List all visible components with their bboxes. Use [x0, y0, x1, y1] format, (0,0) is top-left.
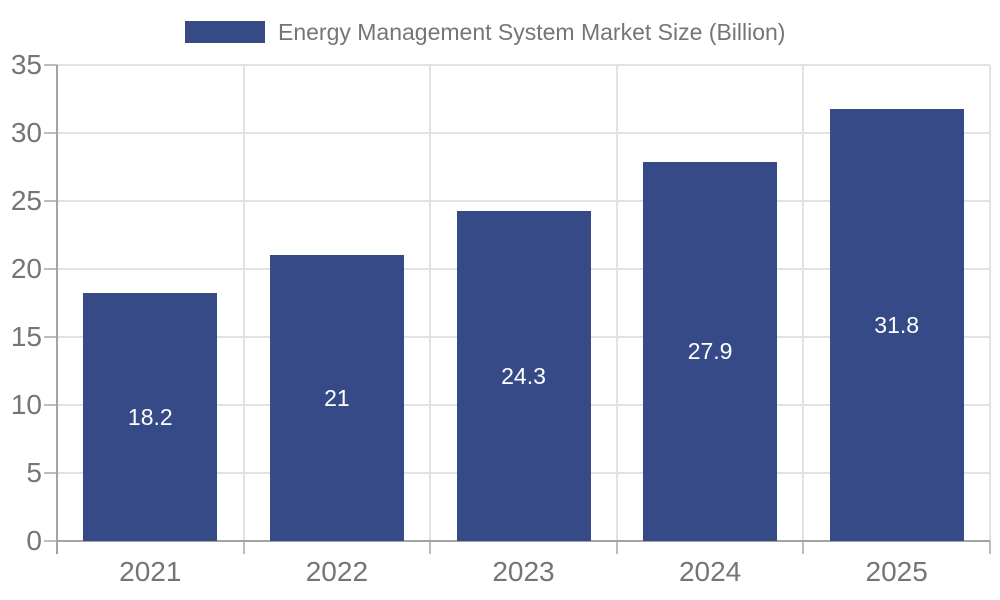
y-axis-tick: [44, 268, 57, 270]
gridline-vertical: [989, 65, 991, 541]
y-axis-tick-label: 20: [10, 253, 42, 284]
bar-value-label: 18.2: [127, 404, 173, 431]
bar-value-label: 31.8: [874, 311, 920, 338]
y-axis-tick: [44, 132, 57, 134]
y-axis-tick-label: 25: [10, 185, 42, 216]
y-axis-tick-label: 0: [26, 525, 42, 556]
y-axis-tick: [44, 540, 57, 542]
gridline-horizontal: [57, 132, 990, 134]
bar-value-label: 24.3: [501, 362, 546, 389]
y-axis-tick-label: 5: [26, 457, 42, 488]
y-axis-tick: [44, 64, 57, 66]
x-axis-category-label: 2022: [305, 556, 369, 587]
legend-label: Energy Management System Market Size (Bi…: [278, 19, 786, 45]
x-axis-category-label: 2021: [119, 556, 182, 587]
x-axis-line: [57, 540, 990, 542]
bar-value-label: 27.9: [687, 338, 733, 365]
x-axis-tick: [242, 541, 245, 554]
y-axis-tick: [44, 336, 57, 338]
x-axis-tick: [802, 541, 805, 554]
gridline-vertical: [802, 65, 805, 541]
gridline-horizontal: [57, 200, 990, 202]
y-axis-line: [56, 65, 58, 554]
bar[interactable]: 18.2: [83, 293, 218, 541]
x-axis-tick: [429, 541, 432, 554]
gridline-vertical: [242, 65, 245, 541]
x-axis-category-label: 2024: [678, 556, 742, 587]
bar-value-label: 21: [324, 385, 350, 412]
legend[interactable]: Energy Management System Market Size (Bi…: [185, 19, 786, 45]
x-axis-tick: [615, 541, 618, 554]
gridline-vertical: [615, 65, 618, 541]
y-axis-tick: [44, 404, 57, 406]
gridline-vertical: [429, 65, 432, 541]
bar[interactable]: 24.3: [456, 210, 591, 541]
bar[interactable]: 31.8: [829, 108, 964, 541]
y-axis-tick-label: 35: [10, 49, 42, 80]
gridline-horizontal: [57, 64, 990, 66]
y-axis-tick: [44, 472, 57, 474]
y-axis-tick: [44, 200, 57, 202]
bar[interactable]: 21: [269, 255, 404, 541]
y-axis-tick-label: 10: [10, 389, 42, 420]
bar[interactable]: 27.9: [643, 161, 778, 541]
y-axis-tick-label: 15: [10, 321, 42, 352]
y-axis-tick-label: 30: [10, 117, 42, 148]
x-axis-tick: [989, 541, 991, 554]
legend-swatch: [185, 21, 265, 43]
x-axis-category-label: 2025: [865, 556, 928, 587]
x-axis-category-label: 2023: [492, 556, 555, 587]
